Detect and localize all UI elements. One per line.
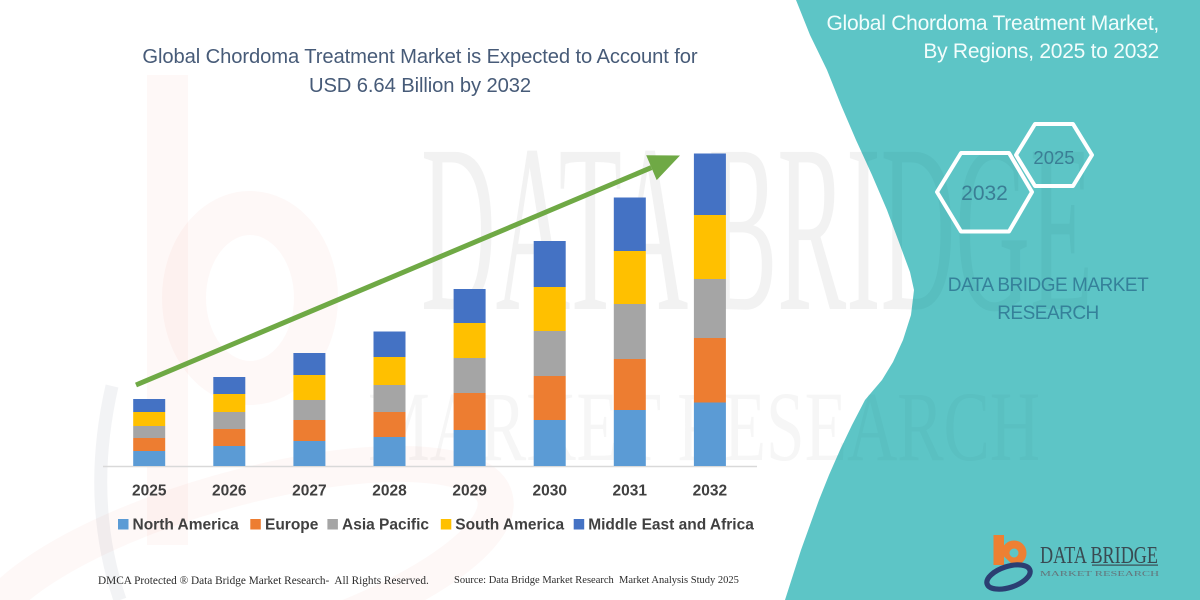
- svg-text:MARKET RESEARCH: MARKET RESEARCH: [1040, 570, 1159, 578]
- svg-text:2032: 2032: [693, 483, 727, 500]
- svg-text:2031: 2031: [613, 483, 648, 500]
- svg-text:Middle East and Africa: Middle East and Africa: [588, 517, 754, 534]
- svg-text:Europe: Europe: [265, 517, 319, 534]
- svg-text:2029: 2029: [452, 483, 487, 500]
- svg-text:2027: 2027: [292, 483, 326, 500]
- svg-text:2030: 2030: [532, 483, 566, 500]
- svg-text:South America: South America: [455, 517, 564, 534]
- svg-text:Asia Pacific: Asia Pacific: [342, 517, 429, 534]
- svg-text:2028: 2028: [372, 483, 407, 500]
- svg-text:2032: 2032: [961, 182, 1008, 205]
- svg-text:2026: 2026: [212, 483, 247, 500]
- svg-text:North America: North America: [133, 517, 240, 534]
- svg-text:2025: 2025: [1033, 147, 1074, 168]
- svg-text:2025: 2025: [132, 483, 167, 500]
